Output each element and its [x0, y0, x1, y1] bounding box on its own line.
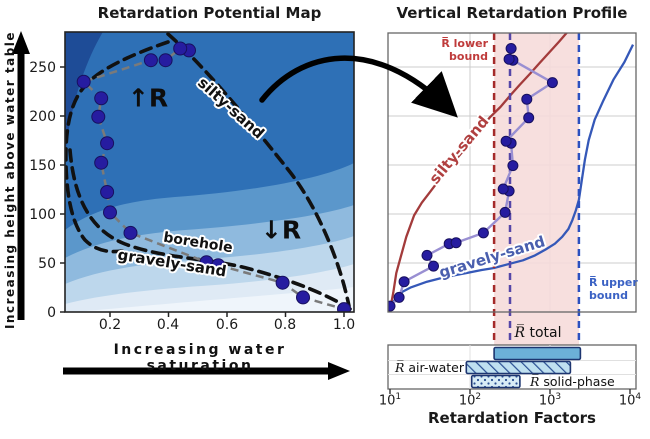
map-left-boundary — [65, 40, 170, 254]
log-tick-3: 103 — [538, 392, 562, 409]
x-tick-10: 1.0 — [332, 317, 356, 333]
gravely-sand-curve — [388, 44, 635, 310]
borehole-sample-point — [275, 275, 290, 290]
y-tick-250: 250 — [29, 60, 56, 76]
borehole-sample-point — [337, 302, 351, 312]
y-axis-label: Increasing height above water table — [3, 30, 17, 330]
y-tick-100: 100 — [29, 207, 56, 223]
borehole-R-point — [428, 260, 439, 272]
decreasing-R-label: ↓R — [260, 215, 302, 245]
map-to-profile-arrow — [259, 55, 458, 118]
x-axis-arrow — [63, 362, 350, 380]
profile-title: Vertical Retardation Profile — [396, 4, 628, 22]
borehole-sample-point — [173, 41, 188, 56]
map-border — [64, 31, 355, 313]
retardation-factors-label: Retardation Factors — [428, 409, 596, 427]
borehole-R-point — [505, 43, 517, 54]
borehole-sample-point — [94, 91, 109, 106]
total-R-label: R̅ total — [514, 325, 562, 341]
x-tick-08: 0.8 — [273, 317, 297, 333]
borehole-sample-point — [123, 225, 138, 240]
borehole-R-point — [398, 276, 410, 288]
borehole-sample-point — [143, 53, 158, 68]
retardation-map — [65, 32, 354, 312]
borehole-R-point — [477, 227, 489, 239]
borehole-sample-point — [296, 290, 310, 305]
borehole-R-point — [503, 53, 515, 65]
borehole-R-point — [507, 160, 519, 172]
borehole-sample-point — [76, 74, 91, 89]
borehole-sample-point — [94, 155, 109, 170]
borehole-R-point — [497, 183, 509, 195]
increasing-R-label: ↑R — [127, 83, 169, 113]
range-bar-solid — [493, 346, 582, 361]
map-band-darkest — [65, 32, 103, 160]
map-axis-ticks — [60, 66, 345, 317]
borehole-R-point — [500, 135, 512, 147]
y-tick-50: 50 — [38, 256, 56, 272]
borehole-path-left — [76, 41, 351, 312]
borehole-R-point — [421, 249, 433, 261]
borehole-sample-point — [211, 258, 226, 273]
range-bar-hatch — [465, 360, 572, 375]
borehole-R-point — [499, 206, 511, 218]
borehole-sample-point — [158, 53, 173, 68]
x-tick-04: 0.4 — [156, 317, 180, 333]
y-tick-200: 200 — [29, 109, 56, 125]
borehole-R-point — [523, 112, 535, 124]
borehole-sample-point — [103, 205, 117, 220]
silty-sand-boundary — [166, 32, 351, 308]
retardation-bars — [465, 346, 582, 389]
map-band-5 — [75, 287, 354, 312]
air-water-label: R̅ air-water — [395, 360, 464, 375]
borehole-sample-point — [91, 109, 106, 124]
gravely-sand-boundary — [68, 148, 352, 311]
log-tick-1: 101 — [378, 392, 402, 409]
borehole-sample-point — [100, 185, 115, 199]
log-tick-4: 104 — [618, 392, 642, 409]
borehole-R-point — [388, 300, 396, 312]
log-tick-2: 102 — [458, 392, 482, 409]
borehole-R-point — [450, 237, 462, 249]
bar-panel-ticks — [389, 389, 631, 394]
x-tick-02: 0.2 — [98, 317, 122, 333]
lower-bound-label: R̅ lower bound — [441, 37, 488, 63]
borehole-R-point — [393, 291, 405, 303]
range-bar-dots — [470, 374, 521, 389]
y-tick-0: 0 — [47, 305, 56, 321]
borehole-R-point — [521, 93, 533, 105]
y-axis-arrow — [12, 31, 30, 320]
solid-phase-label: R̅ solid-phase — [530, 374, 615, 389]
map-title: Retardation Potential Map — [97, 4, 322, 22]
borehole-R-point — [546, 77, 558, 89]
profile-border — [387, 32, 637, 313]
upper-bound-label: R̅ upper bound — [589, 276, 638, 302]
y-tick-150: 150 — [29, 158, 56, 174]
borehole-sample-point — [100, 136, 115, 151]
borehole-path-right — [388, 43, 558, 312]
x-axis-label: Increasing water saturation — [113, 342, 287, 374]
x-tick-06: 0.6 — [215, 317, 239, 333]
